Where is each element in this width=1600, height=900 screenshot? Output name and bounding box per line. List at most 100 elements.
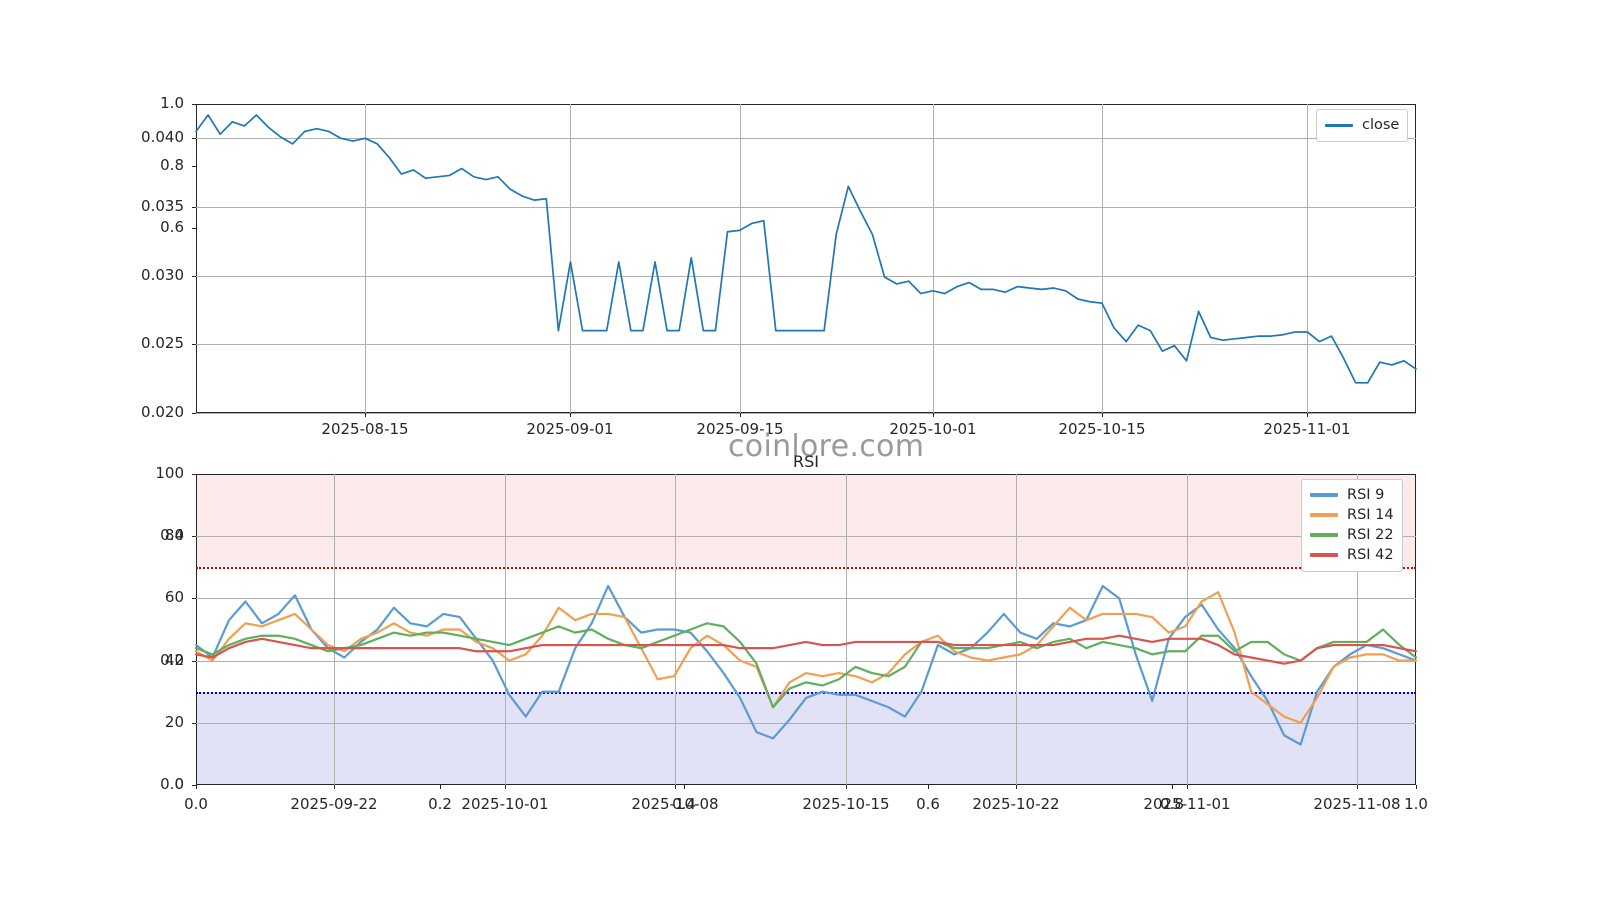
price-ytick-label: 0.040 [141, 128, 184, 146]
price-ytick-mark [192, 413, 196, 414]
rsi-xtick-date-label: 2025-10-22 [972, 795, 1060, 813]
legend-item-rsi-42: RSI 42 [1310, 545, 1394, 565]
rsi-chart-title: RSI [793, 452, 819, 471]
price-ytick-norm-mark [192, 104, 196, 105]
price-xtick-mark [1307, 413, 1308, 417]
rsi-xtick-date-label: 2025-09-22 [290, 795, 378, 813]
rsi-legend: RSI 9 RSI 14 RSI 22 RSI 42 [1301, 479, 1403, 572]
price-ytick-mark [192, 138, 196, 139]
rsi-xtick-mark [505, 785, 506, 789]
rsi-ytick-mark [192, 723, 196, 724]
rsi-ytick-label: 80 [164, 526, 184, 544]
legend-swatch-rsi-14 [1310, 513, 1338, 517]
rsi-xtick-norm-mark [1416, 785, 1417, 789]
price-gridline-v [1102, 104, 1103, 413]
price-ytick-mark [192, 207, 196, 208]
legend-swatch-close [1325, 123, 1353, 127]
price-xtick-mark [1102, 413, 1103, 417]
rsi-xtick-mark [1187, 785, 1188, 789]
rsi-gridline-v [334, 474, 335, 785]
rsi-gridline-h [196, 536, 1416, 537]
rsi-xtick-date-label: 2025-10-01 [461, 795, 549, 813]
legend-label-rsi-42: RSI 42 [1347, 546, 1394, 563]
watermark-coinlore: coinlore.com [728, 429, 925, 464]
overbought-line [196, 567, 1416, 569]
rsi-xtick-norm-mark [440, 785, 441, 789]
price-xtick-mark [933, 413, 934, 417]
legend-item-rsi-22: RSI 22 [1310, 525, 1394, 545]
price-gridline-v [740, 104, 741, 413]
price-ytick-label: 0.030 [141, 266, 184, 284]
rsi-xtick-mark [675, 785, 676, 789]
price-ytick-norm-label: 0.6 [160, 218, 184, 236]
price-ytick-mark [192, 276, 196, 277]
price-xtick-label: 2025-10-15 [1058, 420, 1146, 438]
legend-label-rsi-22: RSI 22 [1347, 526, 1394, 543]
rsi-ytick-label: 0 [174, 775, 184, 793]
price-ytick-norm-label: 0.8 [160, 156, 184, 174]
rsi-line-rsi-42 [194, 634, 1418, 665]
price-gridline-h [196, 344, 1416, 345]
rsi-xtick-mark [846, 785, 847, 789]
rsi-ytick-label: 40 [164, 651, 184, 669]
legend-label-rsi-14: RSI 14 [1347, 506, 1394, 523]
rsi-ytick-norm-mark [192, 661, 196, 662]
price-gridline-h [196, 207, 1416, 208]
price-gridline-h [196, 413, 1416, 414]
price-gridline-v [570, 104, 571, 413]
legend-swatch-rsi-22 [1310, 533, 1338, 537]
price-xtick-label: 2025-08-15 [321, 420, 409, 438]
rsi-ytick-norm-mark [192, 785, 196, 786]
rsi-ytick-norm-label: 0.4 [160, 526, 184, 544]
rsi-ytick-label: 100 [155, 464, 184, 482]
price-xtick-mark [365, 413, 366, 417]
rsi-xtick-mark [334, 785, 335, 789]
rsi-line-rsi-22 [194, 622, 1418, 709]
legend-swatch-rsi-42 [1310, 553, 1338, 557]
price-xtick-mark [740, 413, 741, 417]
rsi-line-rsi-9 [194, 584, 1418, 746]
rsi-ytick-label: 20 [164, 713, 184, 731]
rsi-gridline-h [196, 723, 1416, 724]
legend-item-rsi-9: RSI 9 [1310, 485, 1394, 505]
legend-label-rsi-9: RSI 9 [1347, 486, 1385, 503]
rsi-line-rsi-14 [194, 591, 1418, 724]
price-ytick-norm-label: 1.0 [160, 94, 184, 112]
rsi-xtick-norm-label: 1.0 [1404, 795, 1428, 813]
price-gridline-v [365, 104, 366, 413]
rsi-gridline-v [1187, 474, 1188, 785]
price-xtick-label: 2025-09-15 [696, 420, 784, 438]
rsi-xtick-norm-label: 0.6 [916, 795, 940, 813]
price-ytick-label: 0.035 [141, 197, 184, 215]
overbought-band [196, 474, 1416, 568]
price-ytick-norm-mark [192, 228, 196, 229]
rsi-plot-frame [196, 474, 1416, 785]
rsi-xtick-mark [1016, 785, 1017, 789]
rsi-xtick-date-label: 2025-10-15 [802, 795, 890, 813]
rsi-ytick-norm-label: 0.0 [160, 775, 184, 793]
rsi-xtick-norm-label: 0.8 [1160, 795, 1184, 813]
price-gridline-v [1307, 104, 1308, 413]
price-line-close [195, 114, 1417, 384]
rsi-xtick-norm-label: 0.4 [672, 795, 696, 813]
oversold-line [196, 692, 1416, 694]
rsi-gridline-h [196, 598, 1416, 599]
legend-swatch-rsi-9 [1310, 493, 1338, 497]
rsi-ytick-label: 60 [164, 588, 184, 606]
price-gridline-h [196, 276, 1416, 277]
rsi-xtick-norm-mark [1172, 785, 1173, 789]
rsi-ytick-mark [192, 474, 196, 475]
legend-item-rsi-14: RSI 14 [1310, 505, 1394, 525]
price-xtick-label: 2025-10-01 [889, 420, 977, 438]
price-ytick-label: 0.020 [141, 403, 184, 421]
price-ytick-label: 0.025 [141, 334, 184, 352]
price-ytick-mark [192, 344, 196, 345]
rsi-xtick-mark [1357, 785, 1358, 789]
rsi-xtick-norm-mark [684, 785, 685, 789]
rsi-gridline-v [846, 474, 847, 785]
price-ytick-norm-mark [192, 166, 196, 167]
rsi-xtick-norm-mark [928, 785, 929, 789]
rsi-ytick-norm-label: 0.2 [160, 651, 184, 669]
